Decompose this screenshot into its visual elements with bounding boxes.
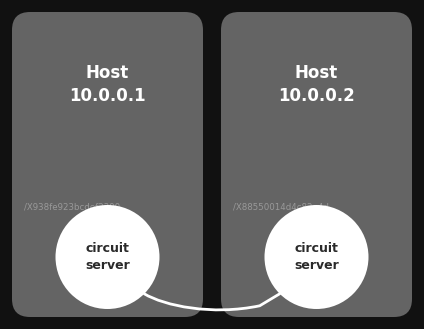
Text: /X88550014d4c82e4d: /X88550014d4c82e4d — [233, 203, 329, 212]
Circle shape — [56, 205, 159, 309]
Text: /X938fe923bcdef2390: /X938fe923bcdef2390 — [24, 203, 120, 212]
Text: Host
10.0.0.1: Host 10.0.0.1 — [69, 64, 146, 105]
FancyBboxPatch shape — [221, 12, 412, 317]
Text: circuit
server: circuit server — [294, 242, 339, 272]
Text: Host
10.0.0.2: Host 10.0.0.2 — [278, 64, 355, 105]
Text: circuit
server: circuit server — [85, 242, 130, 272]
FancyBboxPatch shape — [12, 12, 203, 317]
Circle shape — [265, 205, 368, 309]
